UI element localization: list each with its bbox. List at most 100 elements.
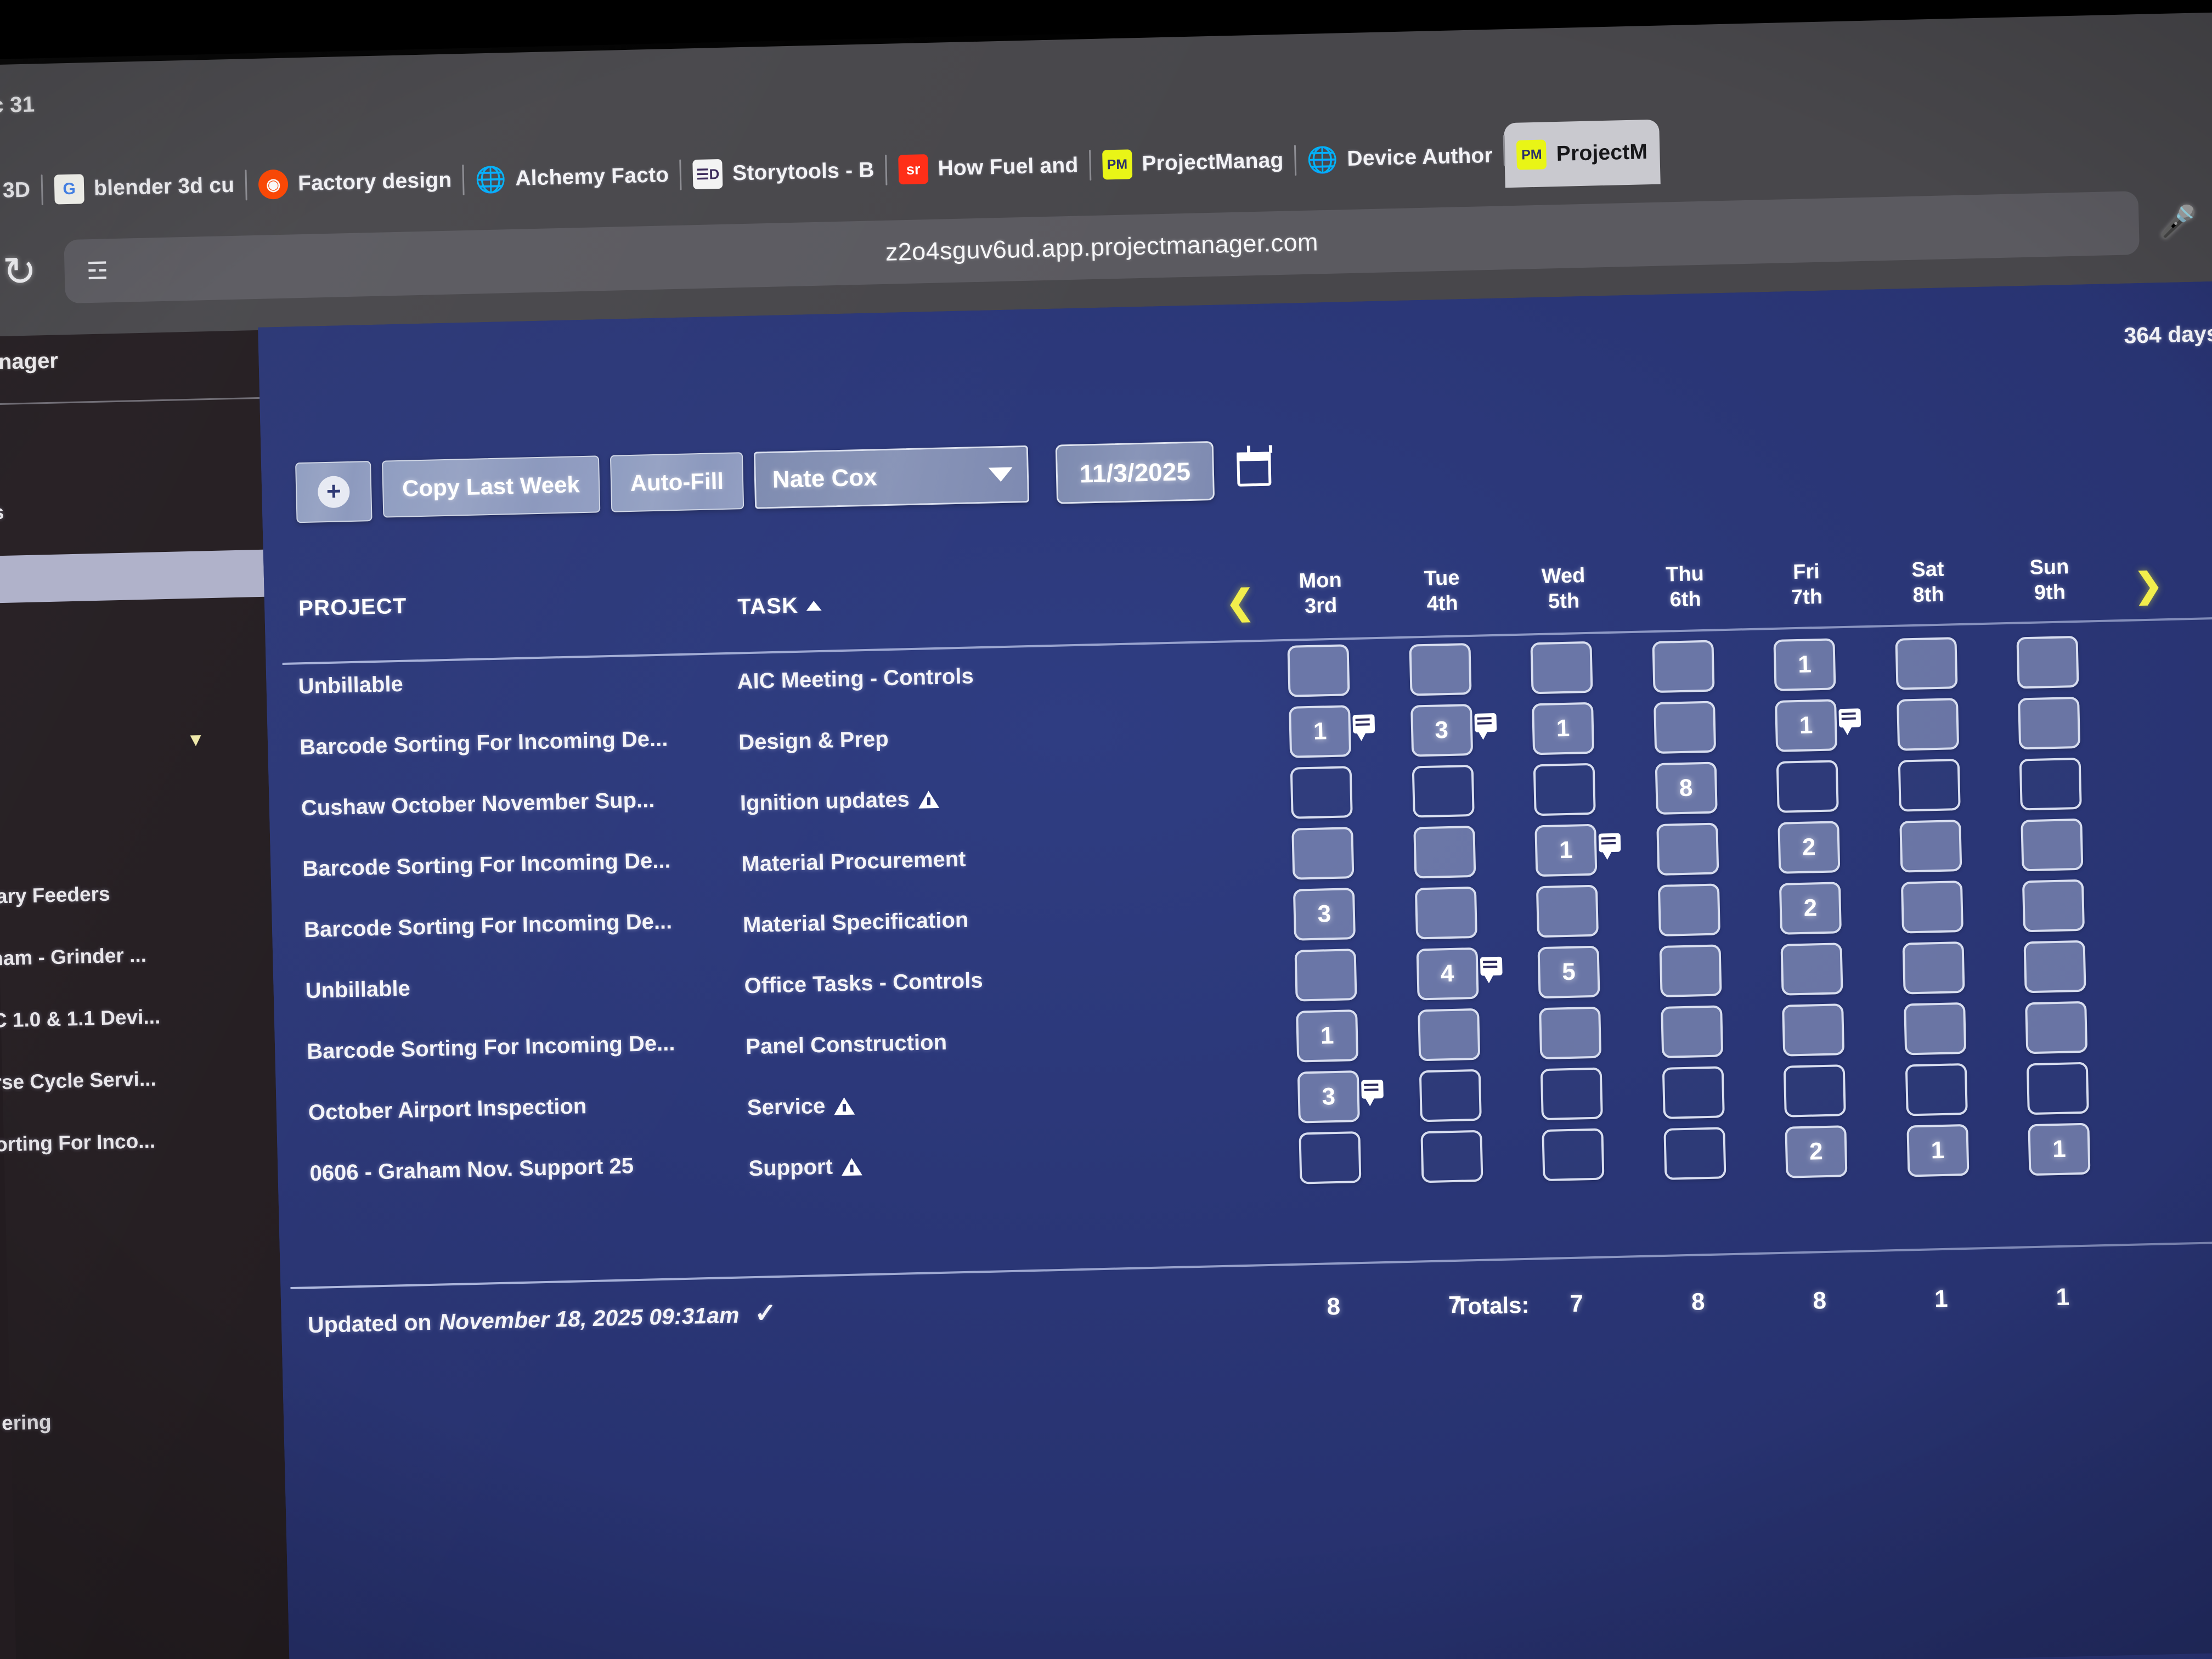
time-cell[interactable]: [1536, 884, 1599, 938]
day-header-sun[interactable]: Sun 9th: [2002, 554, 2097, 606]
time-cell[interactable]: [1776, 760, 1839, 814]
time-cell[interactable]: [1898, 759, 1961, 812]
time-cell[interactable]: 3: [1293, 888, 1356, 941]
sidebar-active-highlight[interactable]: [0, 549, 266, 604]
day-header-fri[interactable]: Fri 7th: [1759, 558, 1854, 611]
note-icon[interactable]: [1838, 708, 1861, 728]
time-cell[interactable]: [1414, 886, 1477, 940]
sidebar-item-3[interactable]: rse Cycle Servi...: [0, 1067, 157, 1094]
time-cell[interactable]: [1901, 941, 1965, 995]
sidebar-item-2[interactable]: C 1.0 & 1.1 Devi...: [0, 1005, 161, 1032]
time-cell[interactable]: 1: [1532, 702, 1595, 755]
time-cell[interactable]: 1: [1773, 638, 1836, 692]
time-cell[interactable]: [1540, 1067, 1603, 1121]
time-cell[interactable]: [1900, 880, 1963, 934]
time-cell[interactable]: [1290, 766, 1353, 819]
time-cell[interactable]: [1783, 1064, 1846, 1118]
time-cell[interactable]: [1294, 949, 1357, 1002]
time-cell[interactable]: [1287, 644, 1350, 697]
time-cell[interactable]: [1782, 1003, 1845, 1057]
time-cell[interactable]: [2016, 635, 2079, 689]
chevron-left-icon[interactable]: ❮: [1225, 583, 1255, 622]
time-cell[interactable]: [1653, 701, 1716, 754]
time-cell[interactable]: [1412, 764, 1475, 818]
copy-last-week-button[interactable]: Copy Last Week: [381, 455, 600, 518]
microphone-icon[interactable]: 🎤: [2158, 204, 2198, 240]
time-cell[interactable]: [1660, 1005, 1723, 1058]
note-icon[interactable]: [1480, 956, 1503, 976]
time-cell[interactable]: [1291, 827, 1355, 880]
time-cell[interactable]: [1539, 1006, 1602, 1060]
column-header-task[interactable]: TASK: [737, 593, 822, 620]
note-icon[interactable]: [1361, 1079, 1384, 1099]
time-cell[interactable]: 1: [1775, 699, 1861, 753]
chevron-right-icon[interactable]: ❯: [2134, 566, 2164, 605]
calendar-icon[interactable]: [1237, 452, 1272, 487]
time-cell[interactable]: 1: [1906, 1124, 1970, 1177]
sidebar-item-1[interactable]: ham - Grinder ...: [0, 944, 147, 970]
browser-tab-5[interactable]: sr How Fuel and: [885, 138, 1091, 198]
note-icon[interactable]: [1352, 714, 1375, 734]
app-sidebar[interactable]: lanager ns ▼ tary Feeders ham - Grinder …: [0, 330, 292, 1659]
time-cell[interactable]: [2025, 1001, 2088, 1054]
time-cell[interactable]: [1533, 763, 1596, 816]
browser-tab-0[interactable]: ace 3D: [0, 162, 43, 219]
note-icon[interactable]: [1598, 833, 1621, 853]
time-cell[interactable]: [1662, 1066, 1725, 1119]
day-header-tue[interactable]: Tue 4th: [1395, 565, 1489, 617]
time-cell[interactable]: [1663, 1127, 1726, 1180]
time-cell[interactable]: [1780, 943, 1843, 996]
time-cell[interactable]: [1413, 825, 1476, 879]
assignee-select[interactable]: Nate Cox: [753, 445, 1030, 509]
column-header-project[interactable]: PROJECT: [298, 594, 408, 621]
time-cell[interactable]: [1299, 1131, 1362, 1184]
browser-tab-3[interactable]: 🌐 Alchemy Facto: [463, 148, 681, 207]
add-row-button[interactable]: +: [295, 461, 373, 523]
time-cell[interactable]: [2026, 1062, 2089, 1115]
time-cell[interactable]: [1903, 1002, 1966, 1056]
time-cell[interactable]: [1419, 1069, 1482, 1122]
browser-tab-4[interactable]: ☰D Storytools - B: [680, 143, 887, 202]
time-cell[interactable]: [1656, 822, 1719, 876]
time-cell[interactable]: [1658, 944, 1722, 997]
time-cell[interactable]: 1: [1296, 1009, 1359, 1063]
time-cell[interactable]: [2022, 879, 2085, 932]
time-cell[interactable]: 4: [1415, 947, 1503, 1001]
time-cell[interactable]: [1896, 698, 1959, 751]
day-header-wed[interactable]: Wed 5th: [1516, 562, 1611, 615]
time-cell[interactable]: [1408, 642, 1472, 696]
time-cell[interactable]: 3: [1410, 703, 1497, 757]
time-cell[interactable]: [1542, 1128, 1605, 1182]
time-cell[interactable]: [2023, 940, 2086, 993]
time-cell[interactable]: [1899, 820, 1962, 873]
time-cell[interactable]: 2: [1785, 1125, 1848, 1179]
note-icon[interactable]: [1474, 713, 1497, 732]
browser-tab-2[interactable]: ◉ Factory design: [246, 153, 464, 212]
time-cell[interactable]: [1417, 1008, 1480, 1062]
reload-icon[interactable]: ↻: [2, 248, 37, 295]
browser-tab-6[interactable]: PM ProjectManag: [1090, 133, 1296, 193]
time-cell[interactable]: 2: [1778, 821, 1841, 874]
auto-fill-button[interactable]: Auto-Fill: [610, 452, 744, 512]
time-cell[interactable]: 5: [1537, 945, 1600, 999]
time-cell[interactable]: [1420, 1130, 1483, 1183]
chevron-down-icon[interactable]: ▼: [186, 729, 205, 751]
time-cell[interactable]: 3: [1297, 1070, 1384, 1124]
day-header-mon[interactable]: Mon 3rd: [1273, 567, 1368, 619]
sidebar-item-4[interactable]: orting For Inco...: [0, 1129, 156, 1156]
time-cell[interactable]: [2021, 818, 2084, 872]
time-cell[interactable]: [2018, 696, 2081, 750]
browser-tab-8[interactable]: PM ProjectM: [1504, 119, 1661, 188]
time-cell[interactable]: [2019, 757, 2082, 811]
day-header-sat[interactable]: Sat 8th: [1881, 556, 1975, 608]
time-cell[interactable]: [1530, 641, 1593, 695]
time-cell[interactable]: 1: [1534, 823, 1621, 877]
time-cell[interactable]: [1657, 883, 1720, 936]
time-cell[interactable]: [1651, 640, 1715, 693]
time-cell[interactable]: 1: [1289, 705, 1375, 758]
browser-tab-7[interactable]: 🌐 Device Author: [1295, 128, 1505, 188]
day-header-thu[interactable]: Thu 6th: [1638, 560, 1733, 613]
sidebar-item-0[interactable]: tary Feeders: [0, 882, 111, 908]
time-cell[interactable]: [1905, 1063, 1968, 1116]
